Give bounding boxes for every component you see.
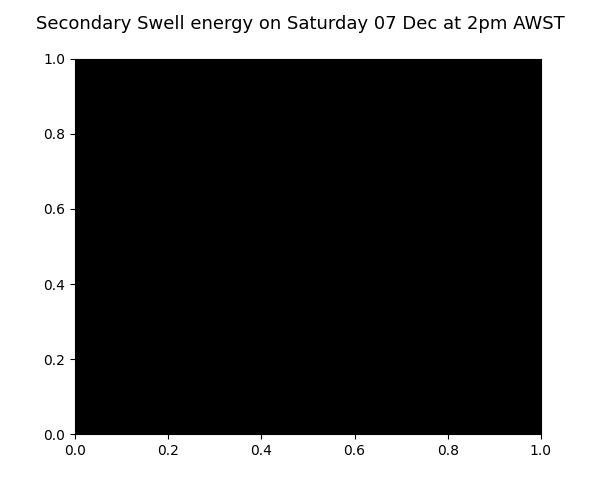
Text: Secondary Swell energy on Saturday 07 Dec at 2pm AWST: Secondary Swell energy on Saturday 07 De… [36, 15, 565, 33]
Text: Cartopy not available: Cartopy not available [233, 240, 383, 253]
